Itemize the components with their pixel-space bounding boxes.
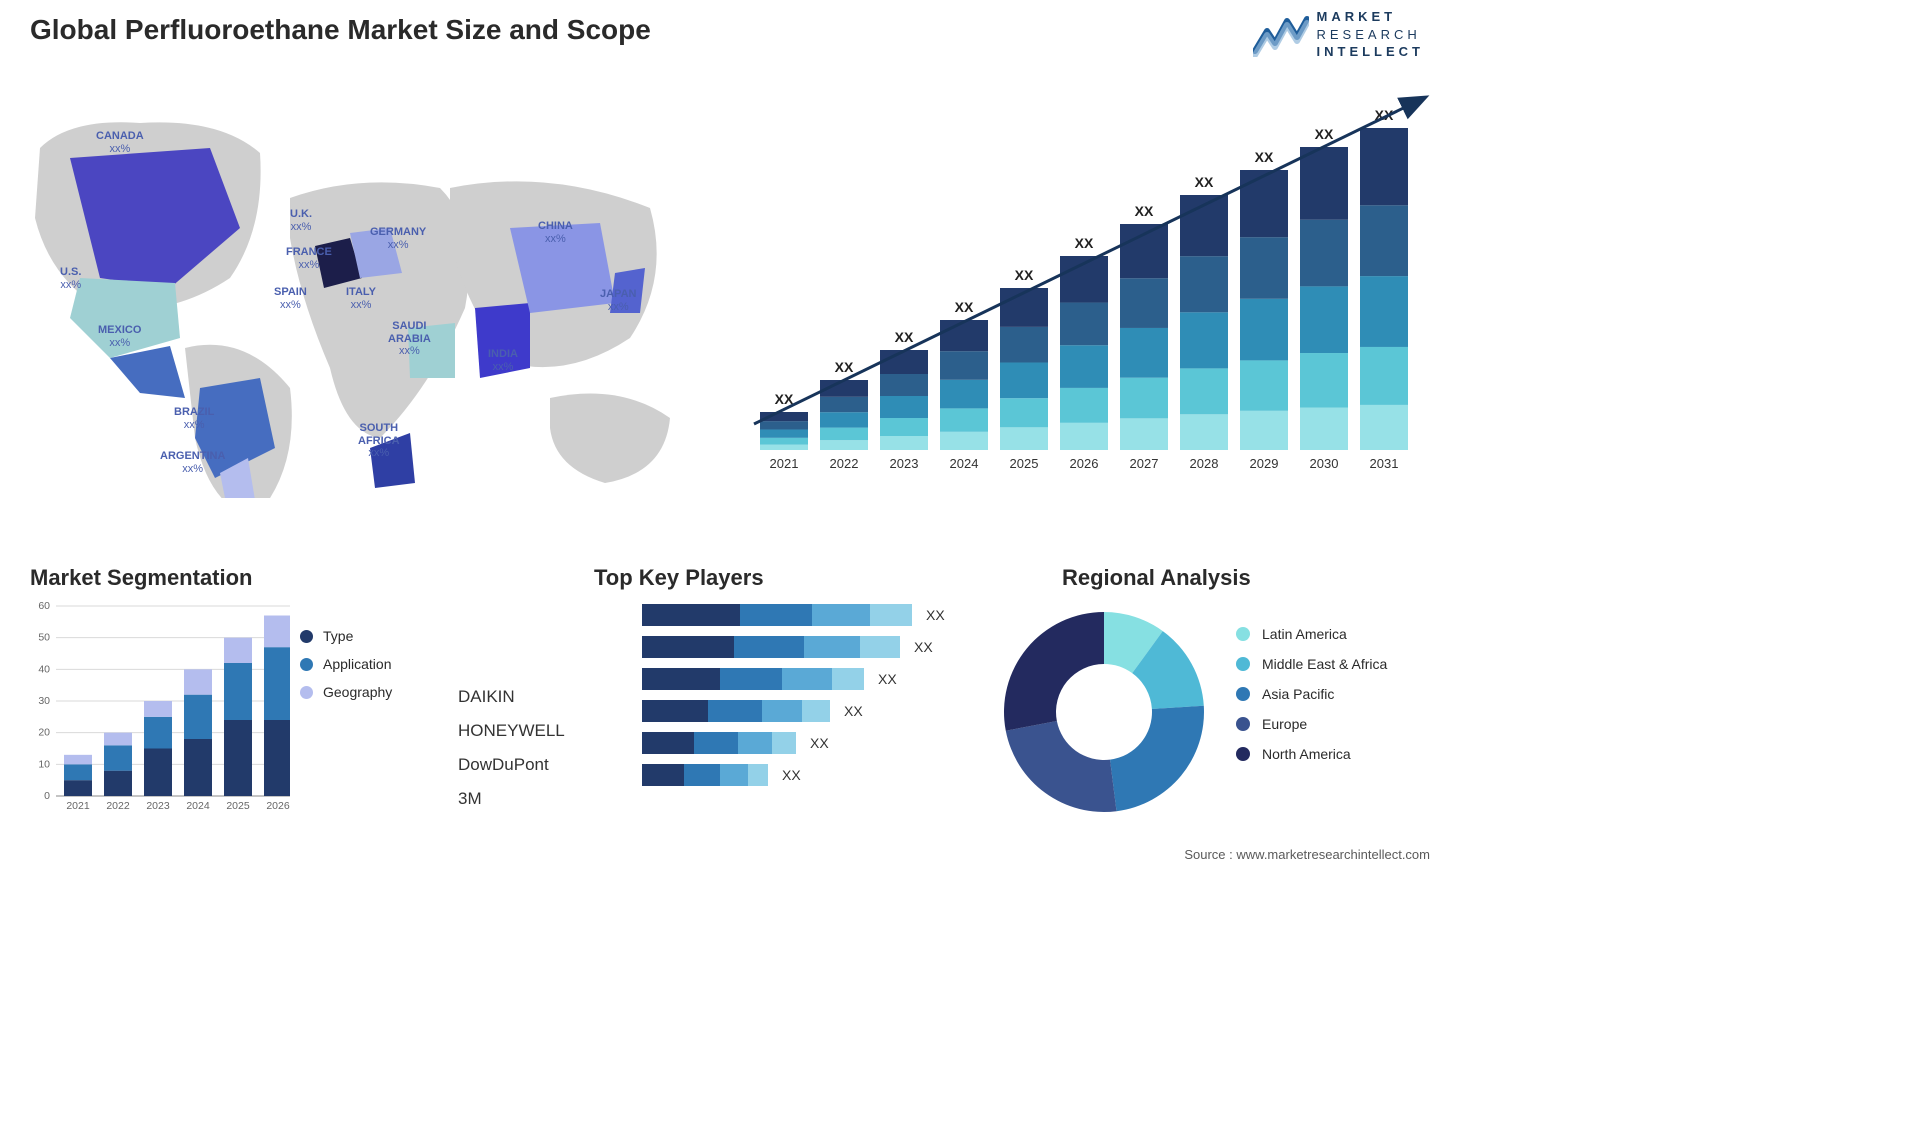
- map-label: SPAINxx%: [274, 286, 307, 311]
- page-title: Global Perfluoroethane Market Size and S…: [30, 14, 651, 46]
- segmentation-chart: 0 10 20 30 40 50 60 2021 2022 2023 2024 2025 2026: [30, 600, 290, 820]
- growth-chart-svg: XX 2021 XX 2022 XX 2023 XX 2024 XX 2025 XX 2026 XX 20…: [750, 95, 1430, 485]
- player-label: 3M: [458, 782, 565, 816]
- svg-text:XX: XX: [1315, 126, 1334, 142]
- map-label: SAUDIARABIAxx%: [388, 320, 431, 358]
- svg-text:XX: XX: [895, 329, 914, 345]
- svg-text:2023: 2023: [146, 800, 170, 812]
- svg-text:2025: 2025: [1010, 456, 1039, 471]
- regional-legend-item: Middle East & Africa: [1236, 656, 1387, 672]
- svg-text:2021: 2021: [770, 456, 799, 471]
- regional-legend-item: North America: [1236, 746, 1387, 762]
- brand-mark-icon: [1253, 11, 1309, 57]
- svg-text:XX: XX: [1075, 235, 1094, 251]
- svg-text:2021: 2021: [66, 800, 90, 812]
- brand-line2: RESEARCH: [1317, 26, 1425, 44]
- svg-text:30: 30: [38, 695, 50, 707]
- svg-text:0: 0: [44, 790, 50, 802]
- svg-text:10: 10: [38, 758, 50, 770]
- map-label: FRANCExx%: [286, 246, 332, 271]
- map-label: BRAZILxx%: [174, 406, 214, 431]
- player-label: HONEYWELL: [458, 714, 565, 748]
- svg-text:XX: XX: [782, 767, 801, 783]
- svg-text:XX: XX: [1195, 174, 1214, 190]
- svg-text:2024: 2024: [186, 800, 210, 812]
- regional-legend-item: Asia Pacific: [1236, 686, 1387, 702]
- regional-donut: [994, 602, 1214, 822]
- svg-text:2028: 2028: [1190, 456, 1219, 471]
- svg-text:XX: XX: [1255, 149, 1274, 165]
- svg-text:XX: XX: [1135, 203, 1154, 219]
- svg-text:50: 50: [38, 632, 50, 644]
- svg-text:XX: XX: [878, 671, 897, 687]
- svg-text:2029: 2029: [1250, 456, 1279, 471]
- regional-legend-item: Latin America: [1236, 626, 1387, 642]
- growth-chart: XX 2021 XX 2022 XX 2023 XX 2024 XX 2025 XX 2026 XX 20…: [750, 95, 1430, 485]
- svg-text:20: 20: [38, 727, 50, 739]
- svg-text:2025: 2025: [226, 800, 250, 812]
- svg-text:2030: 2030: [1310, 456, 1339, 471]
- players-title: Top Key Players: [594, 565, 764, 591]
- segmentation-legend-item: Type: [300, 628, 392, 644]
- world-map: CANADAxx% U.S.xx% MEXICOxx% BRAZILxx% ARGENT…: [10, 78, 710, 498]
- svg-text:XX: XX: [926, 607, 945, 623]
- map-label: MEXICOxx%: [98, 324, 141, 349]
- segmentation-title: Market Segmentation: [30, 565, 450, 591]
- map-label: CHINAxx%: [538, 220, 573, 245]
- svg-text:2022: 2022: [830, 456, 859, 471]
- svg-text:2023: 2023: [890, 456, 919, 471]
- svg-text:XX: XX: [1015, 267, 1034, 283]
- map-label: ITALYxx%: [346, 286, 376, 311]
- svg-text:XX: XX: [810, 735, 829, 751]
- map-label: GERMANYxx%: [370, 226, 426, 251]
- brand-text: MARKET RESEARCH INTELLECT: [1317, 8, 1425, 61]
- player-label: DAIKIN: [458, 680, 565, 714]
- svg-text:XX: XX: [844, 703, 863, 719]
- svg-text:2024: 2024: [950, 456, 979, 471]
- source-label: Source : www.marketresearchintellect.com: [1184, 847, 1430, 862]
- svg-text:60: 60: [38, 600, 50, 612]
- segmentation-legend: Type Application Geography: [300, 616, 392, 712]
- segmentation-legend-item: Geography: [300, 684, 392, 700]
- brand-line3: INTELLECT: [1317, 43, 1425, 61]
- segmentation-legend-item: Application: [300, 656, 392, 672]
- svg-text:XX: XX: [955, 299, 974, 315]
- map-label: ARGENTINAxx%: [160, 450, 225, 475]
- svg-text:2022: 2022: [106, 800, 130, 812]
- brand-logo: MARKET RESEARCH INTELLECT: [1253, 8, 1425, 61]
- map-label: U.S.xx%: [60, 266, 81, 291]
- map-label: INDIAxx%: [488, 348, 518, 373]
- regional-legend: Latin America Middle East & Africa Asia Pa…: [1236, 612, 1387, 776]
- svg-text:XX: XX: [914, 639, 933, 655]
- svg-text:40: 40: [38, 663, 50, 675]
- map-label: CANADAxx%: [96, 130, 144, 155]
- regional-title: Regional Analysis: [1062, 565, 1251, 591]
- svg-text:2031: 2031: [1370, 456, 1399, 471]
- player-label: DowDuPont: [458, 748, 565, 782]
- svg-text:XX: XX: [835, 359, 854, 375]
- brand-line1: MARKET: [1317, 8, 1425, 26]
- map-label: JAPANxx%: [600, 288, 636, 313]
- map-label: SOUTHAFRICAxx%: [358, 422, 400, 460]
- svg-text:2027: 2027: [1130, 456, 1159, 471]
- players-labels: DAIKINHONEYWELLDowDuPont3M: [458, 680, 565, 816]
- map-label: U.K.xx%: [290, 208, 312, 233]
- svg-text:2026: 2026: [1070, 456, 1099, 471]
- regional-legend-item: Europe: [1236, 716, 1387, 732]
- svg-text:2026: 2026: [266, 800, 290, 812]
- players-chart: XX XX XX XX XX XX: [642, 604, 982, 814]
